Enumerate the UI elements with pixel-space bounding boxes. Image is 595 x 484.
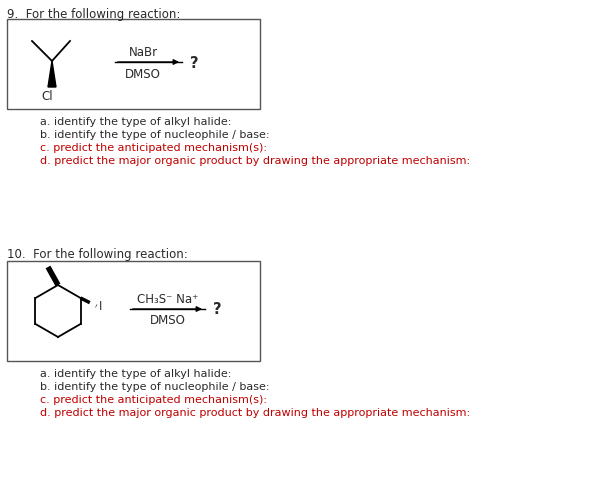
Bar (7, 20, 260, 110)
Text: 9.  For the following reaction:: 9. For the following reaction: (7, 8, 180, 21)
Text: ?: ? (213, 302, 221, 317)
Text: NaBr: NaBr (129, 46, 158, 60)
Text: DMSO: DMSO (125, 67, 161, 80)
Text: b. identify the type of nucleophile / base:: b. identify the type of nucleophile / ba… (40, 130, 270, 140)
Text: c. predict the anticipated mechanism(s):: c. predict the anticipated mechanism(s): (40, 143, 267, 152)
Text: a. identify the type of alkyl halide:: a. identify the type of alkyl halide: (40, 117, 231, 127)
Text: 10.  For the following reaction:: 10. For the following reaction: (7, 247, 188, 260)
Text: d. predict the major organic product by drawing the appropriate mechanism:: d. predict the major organic product by … (40, 407, 470, 417)
Text: CH₃S⁻ Na⁺: CH₃S⁻ Na⁺ (137, 293, 199, 306)
Polygon shape (48, 62, 56, 88)
Text: d. predict the major organic product by drawing the appropriate mechanism:: d. predict the major organic product by … (40, 156, 470, 166)
Text: DMSO: DMSO (150, 314, 186, 327)
Text: a. identify the type of alkyl halide:: a. identify the type of alkyl halide: (40, 368, 231, 378)
Text: Cl: Cl (41, 90, 52, 103)
Text: c. predict the anticipated mechanism(s):: c. predict the anticipated mechanism(s): (40, 394, 267, 404)
Text: b. identify the type of nucleophile / base:: b. identify the type of nucleophile / ba… (40, 381, 270, 391)
Text: I: I (99, 300, 102, 313)
Bar (7, 261, 260, 361)
Text: ?: ? (190, 55, 199, 70)
